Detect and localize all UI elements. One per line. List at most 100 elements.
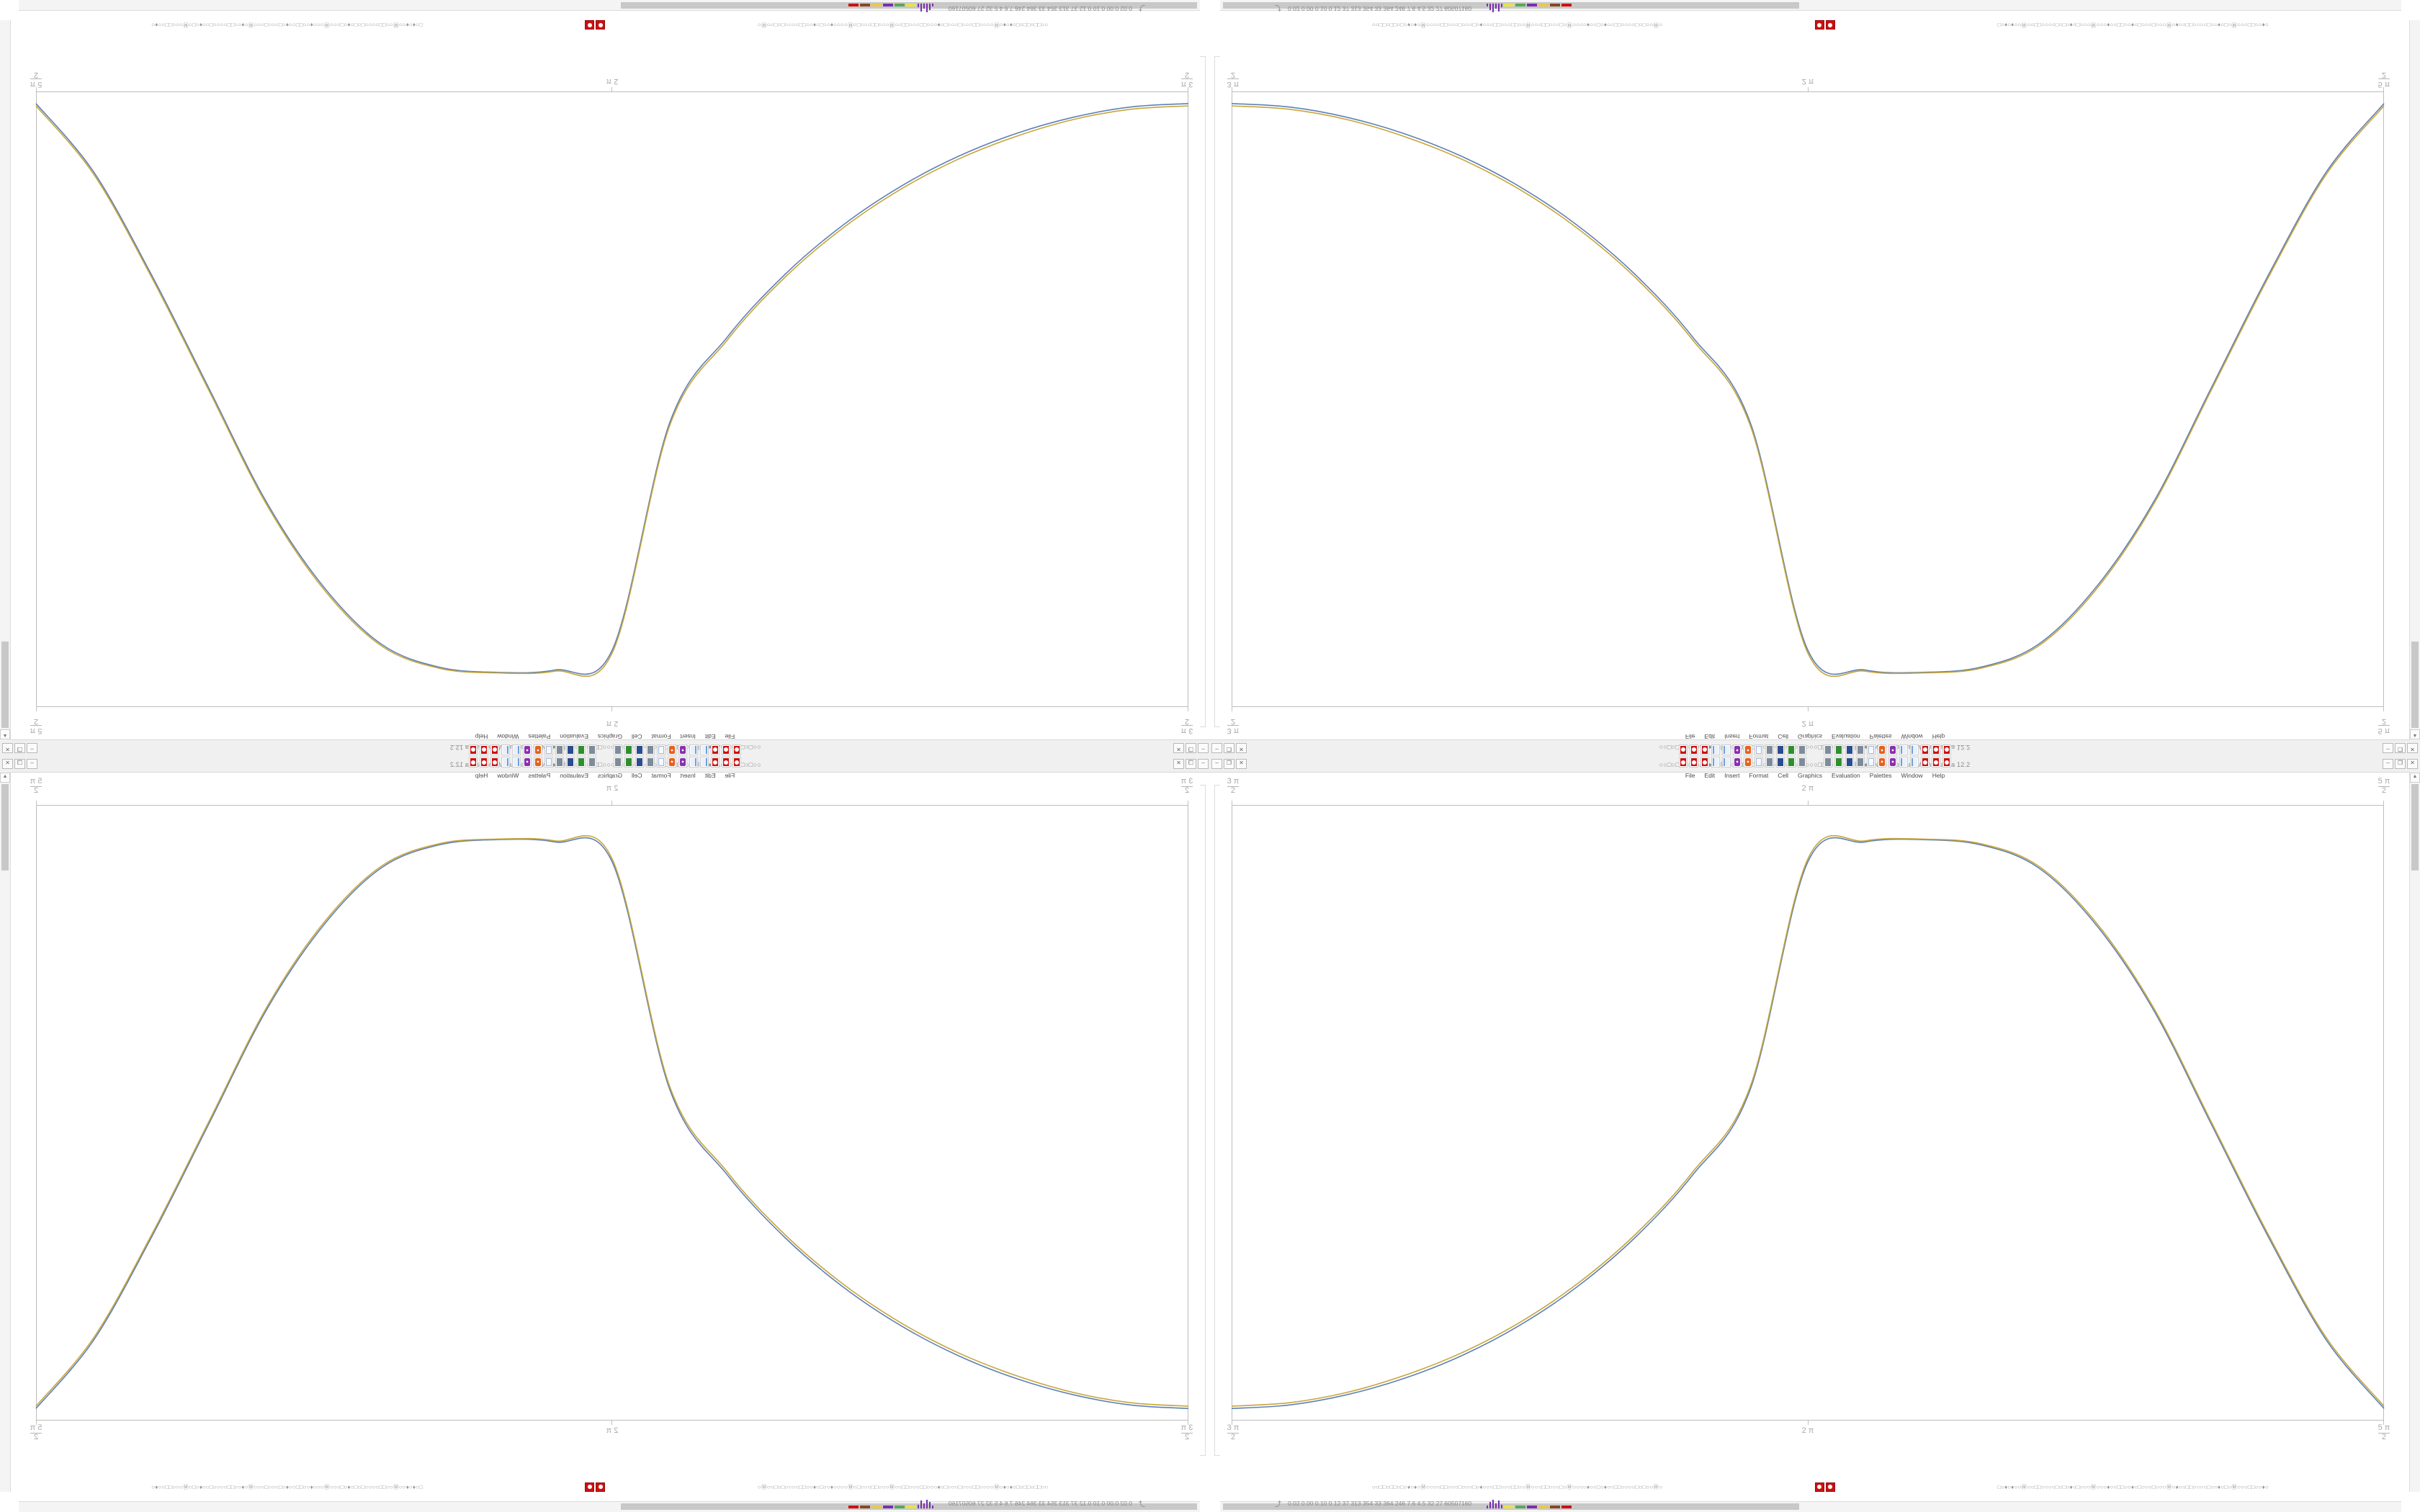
- save-disk-icon[interactable]: [566, 744, 575, 756]
- menu-item-graphics[interactable]: Graphics: [1798, 733, 1823, 740]
- document-icon[interactable]: [700, 744, 709, 756]
- save-disk-icon[interactable]: [635, 756, 644, 768]
- calculator-icon[interactable]: [1787, 756, 1796, 768]
- menu-item-help[interactable]: Help: [475, 733, 488, 740]
- menu-item-palettes[interactable]: Palettes: [528, 733, 551, 740]
- minimize-button[interactable]: –: [1211, 759, 1222, 769]
- terminal-icon[interactable]: [555, 756, 564, 768]
- document-icon[interactable]: [512, 744, 521, 756]
- document-icon[interactable]: [501, 744, 510, 756]
- gear-icon[interactable]: [1690, 744, 1698, 756]
- menu-item-window[interactable]: Window: [1901, 772, 1923, 779]
- restore-button[interactable]: ❐: [1224, 759, 1234, 769]
- scroll-up-arrow[interactable]: ▲: [0, 773, 10, 783]
- menu-item-file[interactable]: File: [725, 733, 735, 740]
- player-icon[interactable]: [1824, 744, 1832, 756]
- gear-icon[interactable]: [480, 756, 488, 768]
- minimize-button[interactable]: –: [2383, 759, 2393, 769]
- calculator-icon[interactable]: [577, 744, 586, 756]
- save-disk-icon[interactable]: [1845, 744, 1854, 756]
- menu-item-help[interactable]: Help: [475, 772, 488, 779]
- chevron-up-icon[interactable]: ⤴: [1275, 4, 1282, 12]
- document-icon[interactable]: [1711, 756, 1720, 768]
- calculator-icon[interactable]: [1834, 756, 1843, 768]
- gear-icon[interactable]: [1700, 744, 1709, 756]
- vertical-scrollbar-thumb[interactable]: [1, 642, 9, 728]
- menu-item-palettes[interactable]: Palettes: [1869, 733, 1892, 740]
- gear-icon[interactable]: [1679, 756, 1688, 768]
- menu-item-file[interactable]: File: [725, 772, 735, 779]
- save-disk-icon[interactable]: [635, 744, 644, 756]
- vertical-scrollbar[interactable]: ▲: [2409, 772, 2420, 1492]
- gear-icon[interactable]: [490, 756, 499, 768]
- document-icon[interactable]: [1910, 756, 1919, 768]
- menu-item-insert[interactable]: Insert: [1724, 772, 1740, 779]
- gear-icon[interactable]: [585, 20, 594, 30]
- notepad-icon[interactable]: [657, 744, 666, 756]
- menu-item-edit[interactable]: Edit: [704, 772, 716, 779]
- document-icon[interactable]: [1910, 744, 1919, 756]
- close-button[interactable]: ✕: [2407, 759, 2418, 769]
- gear-icon[interactable]: [711, 756, 720, 768]
- menu-item-format[interactable]: Format: [1749, 733, 1769, 740]
- palette-icon[interactable]: [523, 756, 532, 768]
- gear-icon[interactable]: [1921, 744, 1930, 756]
- firefox-icon[interactable]: [1744, 744, 1752, 756]
- input-cell-row[interactable]: ○○□□○□□○□○♦○♦○Ⓜ○○○○□□○○○□○○○□○♦○○○□□○○○□…: [1220, 19, 2420, 32]
- menu-item-file[interactable]: File: [1685, 772, 1695, 779]
- player-icon[interactable]: [588, 744, 596, 756]
- firefox-icon[interactable]: [1744, 756, 1752, 768]
- menu-item-cell[interactable]: Cell: [631, 772, 642, 779]
- menu-item-evaluation[interactable]: Evaluation: [560, 772, 588, 779]
- menu-item-cell[interactable]: Cell: [1778, 772, 1789, 779]
- save-disk-icon[interactable]: [1845, 756, 1854, 768]
- terminal-icon[interactable]: [1856, 744, 1865, 756]
- document-icon[interactable]: [1711, 744, 1720, 756]
- player-icon[interactable]: [614, 744, 622, 756]
- document-icon[interactable]: [1722, 756, 1731, 768]
- gear-icon[interactable]: [1826, 1482, 1835, 1492]
- gear-icon[interactable]: [1932, 744, 1940, 756]
- gear-icon[interactable]: [480, 744, 488, 756]
- gear-icon[interactable]: [1679, 744, 1688, 756]
- vertical-scrollbar-thumb[interactable]: [1, 784, 9, 870]
- notepad-icon[interactable]: [1867, 744, 1876, 756]
- save-disk-icon[interactable]: [566, 756, 575, 768]
- firefox-icon[interactable]: [1878, 756, 1886, 768]
- player-icon[interactable]: [1824, 756, 1832, 768]
- chevron-up-icon[interactable]: ⤴: [1138, 4, 1145, 12]
- input-cell-row[interactable]: ○○□□○□□○□○♦○♦○Ⓜ○○○○□□○○○□○○○□○♦○○○□□○○○□…: [0, 1480, 1200, 1493]
- document-icon[interactable]: [512, 756, 521, 768]
- palette-icon[interactable]: [678, 744, 687, 756]
- gear-icon[interactable]: [1826, 20, 1835, 30]
- notebook-canvas[interactable]: [1220, 785, 2401, 1454]
- firefox-icon[interactable]: [534, 744, 542, 756]
- palette-icon[interactable]: [523, 744, 532, 756]
- menu-item-window[interactable]: Window: [497, 733, 519, 740]
- chevron-up-icon[interactable]: ⤴: [1138, 1500, 1145, 1508]
- document-icon[interactable]: [689, 744, 698, 756]
- firefox-icon[interactable]: [668, 744, 676, 756]
- terminal-icon[interactable]: [1765, 756, 1774, 768]
- terminal-icon[interactable]: [1765, 744, 1774, 756]
- document-icon[interactable]: [689, 756, 698, 768]
- notepad-icon[interactable]: [1754, 756, 1763, 768]
- calculator-icon[interactable]: [624, 756, 633, 768]
- chevron-up-icon[interactable]: ⤴: [1275, 1500, 1282, 1508]
- menu-item-evaluation[interactable]: Evaluation: [560, 733, 588, 740]
- scroll-up-arrow[interactable]: ▲: [2410, 729, 2420, 739]
- notepad-icon[interactable]: [544, 756, 553, 768]
- gear-icon[interactable]: [1942, 744, 1951, 756]
- gear-icon[interactable]: [732, 756, 741, 768]
- menu-item-insert[interactable]: Insert: [680, 772, 696, 779]
- menu-item-cell[interactable]: Cell: [631, 733, 642, 740]
- calculator-icon[interactable]: [1787, 744, 1796, 756]
- gear-icon[interactable]: [596, 1482, 605, 1492]
- restore-button[interactable]: ❐: [2395, 759, 2406, 769]
- gear-icon[interactable]: [585, 1482, 594, 1492]
- gear-icon[interactable]: [1815, 1482, 1824, 1492]
- player-icon[interactable]: [614, 756, 622, 768]
- menu-item-insert[interactable]: Insert: [1724, 733, 1740, 740]
- scroll-up-arrow[interactable]: ▲: [2410, 773, 2420, 783]
- calculator-icon[interactable]: [1834, 744, 1843, 756]
